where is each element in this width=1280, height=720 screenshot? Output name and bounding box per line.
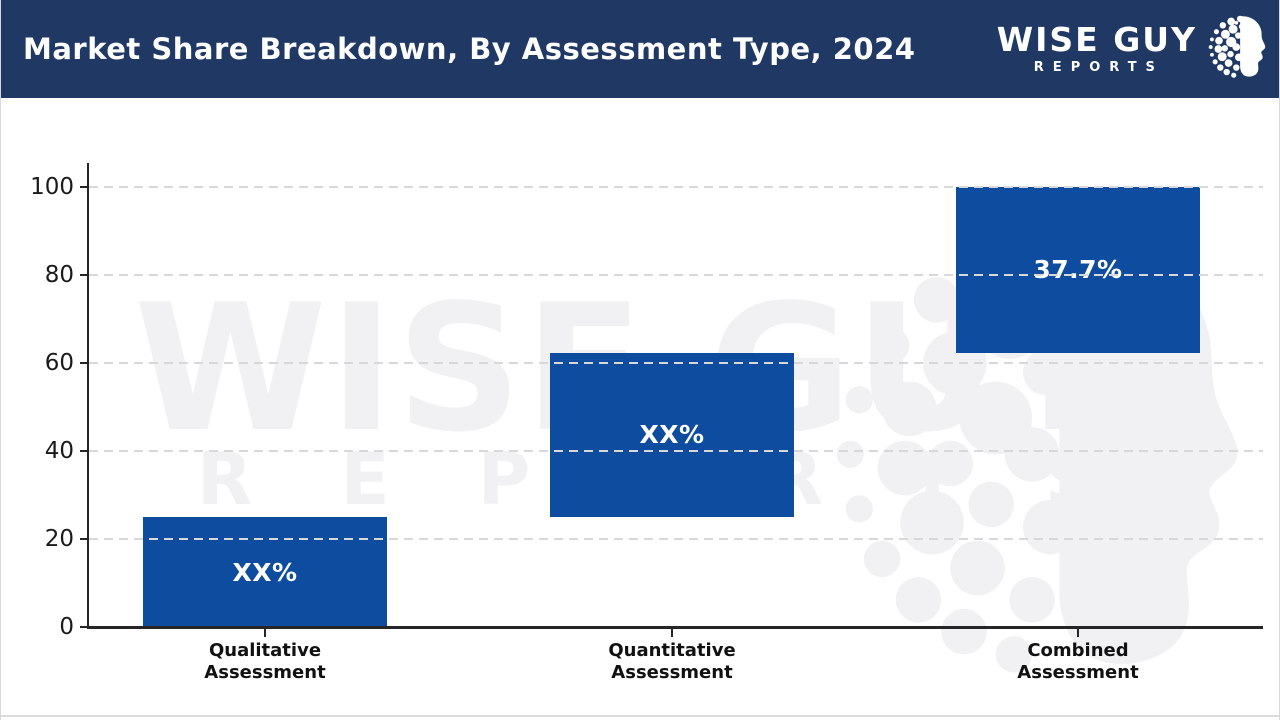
figure-bottom-border xyxy=(1,715,1279,717)
ytick-label-20: 20 xyxy=(44,526,74,552)
header-banner: Market Share Breakdown, By Assessment Ty… xyxy=(1,0,1279,98)
category-label-1: Qualitative Assessment xyxy=(105,640,425,684)
ytick-20 xyxy=(80,538,89,540)
xtick-3 xyxy=(1077,629,1079,637)
chart-title: Market Share Breakdown, By Assessment Ty… xyxy=(23,32,916,66)
y-axis-line xyxy=(87,163,89,629)
category-label-2: Quantitative Assessment xyxy=(512,640,832,684)
category-label-3: Combined Assessment xyxy=(918,640,1238,684)
ytick-60 xyxy=(80,362,89,364)
ytick-100 xyxy=(80,186,89,188)
brand-logo-text: WISE GUY REPORTS xyxy=(997,23,1197,75)
ytick-label-40: 40 xyxy=(44,438,74,464)
gridline-y100 xyxy=(89,186,1263,188)
ytick-0 xyxy=(80,626,89,628)
bar-value-label: 37.7% xyxy=(1033,255,1123,285)
category-label-line: Quantitative xyxy=(608,640,736,661)
xtick-2 xyxy=(671,629,673,637)
ytick-label-80: 80 xyxy=(44,262,74,288)
category-label-line: Combined xyxy=(1027,640,1129,661)
gridline-y60 xyxy=(89,362,1263,364)
xtick-1 xyxy=(264,629,266,637)
brand-name: WISE GUY xyxy=(996,20,1197,59)
x-axis-line xyxy=(87,626,1263,629)
ytick-label-0: 0 xyxy=(59,614,74,640)
ytick-label-60: 60 xyxy=(44,350,74,376)
category-label-line: Assessment xyxy=(1017,662,1139,683)
category-label-line: Qualitative xyxy=(208,640,322,661)
dotted-head-icon xyxy=(1208,15,1266,78)
gridline-y80 xyxy=(89,274,1263,276)
ytick-40 xyxy=(80,450,89,452)
bar-2: XX% xyxy=(550,352,794,517)
bar-value-label: XX% xyxy=(232,557,298,587)
category-label-line: Assessment xyxy=(611,662,733,683)
bar-value-label: XX% xyxy=(639,420,705,450)
bar-1: XX% xyxy=(143,517,387,627)
category-label-line: Assessment xyxy=(204,662,326,683)
gridline-y40 xyxy=(89,450,1263,452)
brand-tagline: REPORTS xyxy=(1033,60,1164,75)
gridline-y20 xyxy=(89,538,1263,540)
bar-3: 37.7% xyxy=(956,187,1200,353)
ytick-80 xyxy=(80,274,89,276)
ytick-label-100: 100 xyxy=(30,174,74,200)
brand-logo: WISE GUY REPORTS xyxy=(997,8,1267,90)
